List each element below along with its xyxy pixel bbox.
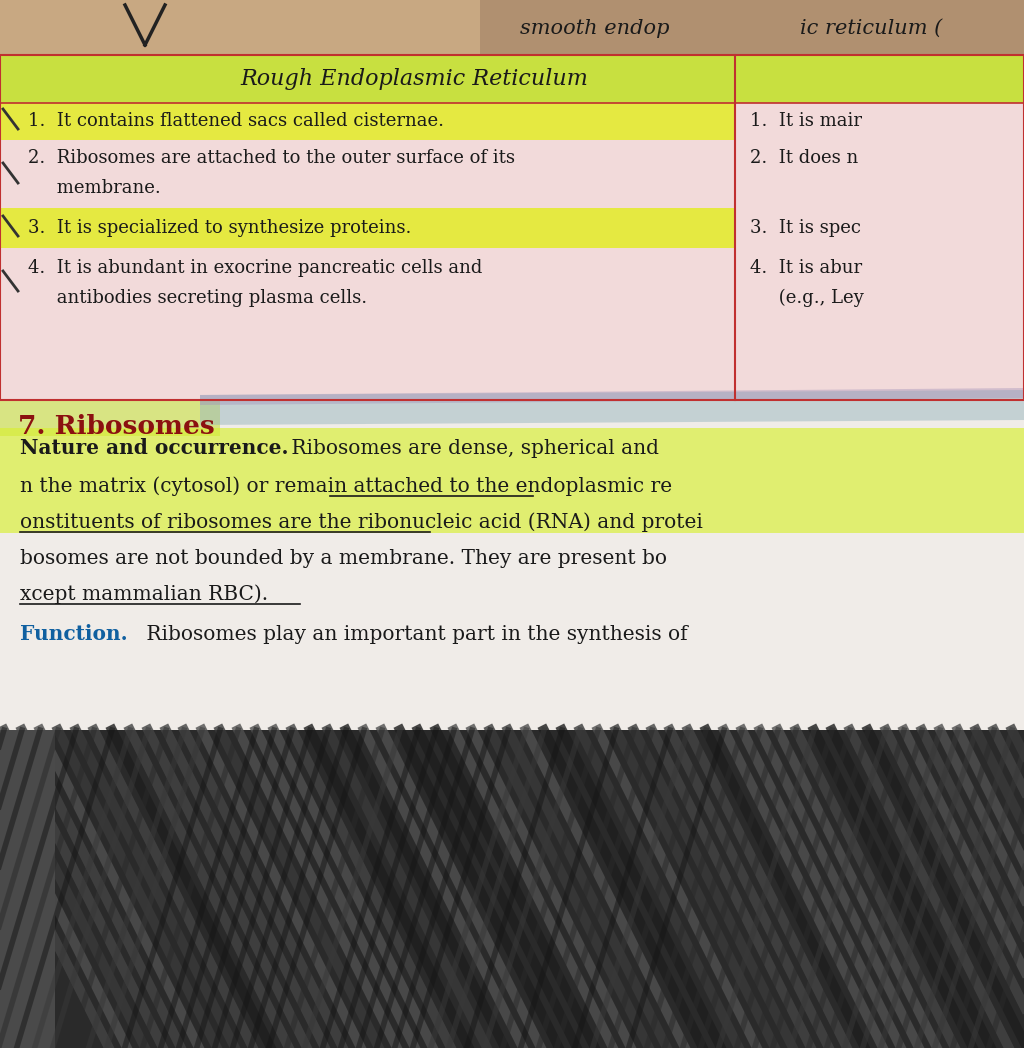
Bar	[0, 0, 1024, 54]
Text: 4.  It is abundant in exocrine pancreatic cells and: 4. It is abundant in exocrine pancreatic…	[28, 259, 482, 277]
Text: smooth endop: smooth endop	[520, 19, 670, 38]
Text: n the matrix (cytosol) or remain attached to the endoplasmic re: n the matrix (cytosol) or remain attache…	[20, 476, 672, 496]
Bar	[0, 54, 1024, 103]
Bar	[0, 400, 220, 436]
Text: Ribosomes are dense, spherical and: Ribosomes are dense, spherical and	[285, 438, 659, 458]
Text: antibodies secreting plasma cells.: antibodies secreting plasma cells.	[28, 289, 368, 307]
Text: 1.  It is mair: 1. It is mair	[750, 112, 862, 130]
Bar	[0, 730, 55, 1048]
Text: membrane.: membrane.	[28, 179, 161, 197]
Text: Nature and occurrence.: Nature and occurrence.	[20, 438, 289, 458]
Text: 7. Ribosomes: 7. Ribosomes	[18, 414, 215, 438]
Bar	[0, 672, 1024, 730]
Text: 1.  It contains flattened sacs called cisternae.: 1. It contains flattened sacs called cis…	[28, 112, 444, 130]
Text: 3.  It is specialized to synthesize proteins.: 3. It is specialized to synthesize prote…	[28, 219, 412, 237]
Text: Function.: Function.	[20, 624, 128, 645]
Text: (e.g., Ley: (e.g., Ley	[750, 289, 864, 307]
Text: xcept mammalian RBC).: xcept mammalian RBC).	[20, 584, 268, 604]
Polygon shape	[200, 390, 1024, 425]
Bar	[0, 428, 1024, 533]
Text: 4.  It is abur: 4. It is abur	[750, 259, 862, 277]
Text: Rough Endoplasmic Reticulum: Rough Endoplasmic Reticulum	[240, 68, 588, 90]
Text: Ribosomes play an important part in the synthesis of: Ribosomes play an important part in the …	[140, 625, 688, 643]
Bar	[0, 54, 1024, 400]
Text: bosomes are not bounded by a membrane. They are present bo: bosomes are not bounded by a membrane. T…	[20, 548, 667, 568]
Bar	[480, 0, 1024, 54]
Bar	[0, 730, 1024, 1048]
Text: 2.  Ribosomes are attached to the outer surface of its: 2. Ribosomes are attached to the outer s…	[28, 149, 515, 167]
Text: 3.  It is spec: 3. It is spec	[750, 219, 861, 237]
Polygon shape	[200, 388, 1024, 405]
Bar	[0, 208, 735, 248]
Text: onstituents of ribosomes are the ribonucleic acid (RNA) and protei: onstituents of ribosomes are the ribonuc…	[20, 512, 702, 531]
Text: 2.  It does n: 2. It does n	[750, 149, 858, 167]
Text: ic reticulum (: ic reticulum (	[800, 19, 942, 38]
Bar	[0, 54, 1024, 400]
Bar	[0, 103, 735, 140]
